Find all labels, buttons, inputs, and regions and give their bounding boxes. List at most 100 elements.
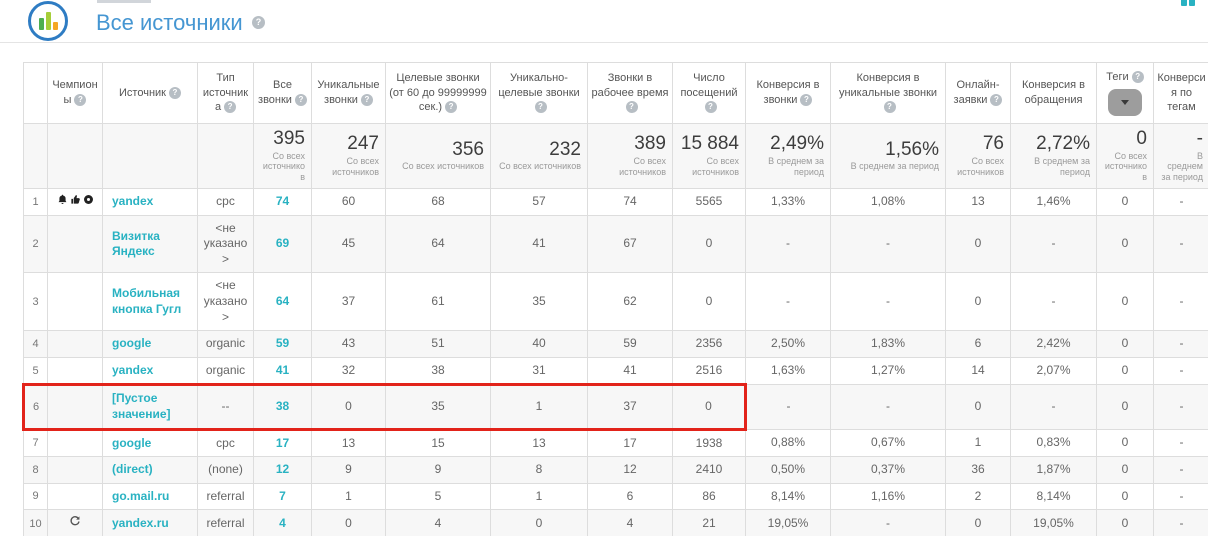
- conv-tags-value: -: [1153, 188, 1208, 216]
- col-header-target-calls[interactable]: Целевые звонки (от 60 до 99999999 сек.)?: [385, 62, 491, 124]
- all-calls-link[interactable]: 69: [253, 214, 312, 274]
- col-header-source[interactable]: Источник?: [102, 62, 198, 124]
- medal-icon: [83, 194, 94, 210]
- col-header-conv-calls[interactable]: Конверсия в звонки?: [745, 62, 831, 124]
- conv-unique-value: 1,16%: [830, 482, 946, 511]
- all-calls-link[interactable]: 7: [253, 482, 312, 511]
- all-calls-link[interactable]: 12: [253, 456, 312, 484]
- help-icon[interactable]: ?: [74, 94, 87, 107]
- help-icon[interactable]: ?: [224, 101, 237, 114]
- conv-unique-value: 1,27%: [830, 356, 946, 386]
- conv-appeals-value: -: [1010, 384, 1097, 430]
- help-icon[interactable]: ?: [1131, 71, 1144, 84]
- row-number: 6: [22, 383, 48, 431]
- source-link[interactable]: google: [102, 428, 198, 458]
- total-value: 232: [549, 138, 581, 160]
- worktime-calls-value: 74: [587, 188, 673, 216]
- conv-calls-value: 2,50%: [745, 330, 831, 358]
- help-icon[interactable]: ?: [168, 86, 181, 99]
- help-icon[interactable]: ?: [294, 94, 307, 107]
- help-icon[interactable]: ?: [883, 101, 896, 114]
- totals-row: 395 Со всех источников 247 Со всех источни…: [23, 122, 1208, 190]
- col-header-conv-unique[interactable]: Конверсия в уникальные звонки?: [830, 62, 946, 124]
- total-sublabel: Со всех источников: [1104, 150, 1147, 183]
- col-header-label: Теги: [1106, 71, 1129, 83]
- conv-unique-value: 1,83%: [830, 330, 946, 358]
- col-header-worktime-calls[interactable]: Звонки в рабочее время?: [587, 62, 673, 124]
- online-requests-value: 0: [945, 214, 1011, 274]
- champions-cell: [47, 214, 103, 274]
- tags-dropdown-button[interactable]: [1108, 88, 1142, 116]
- top-right-icon[interactable]: [1181, 0, 1196, 7]
- row-number: 10: [23, 509, 48, 536]
- source-link[interactable]: yandex: [102, 188, 198, 216]
- total-sublabel: Со всех источников: [692, 156, 739, 177]
- all-calls-link[interactable]: 74: [253, 188, 312, 216]
- all-calls-link[interactable]: 59: [253, 330, 312, 358]
- col-header-conv-tags[interactable]: Конверсия по тегам: [1153, 62, 1208, 124]
- col-header-source-type[interactable]: Тип источника?: [197, 62, 254, 124]
- source-type: cpc: [197, 428, 254, 458]
- col-header-conv-appeals[interactable]: Конверсия в обращения: [1010, 62, 1097, 124]
- total-value: 247: [347, 133, 379, 155]
- source-link[interactable]: (direct): [102, 456, 198, 484]
- col-header-visits[interactable]: Число посещений?: [672, 62, 746, 124]
- conv-unique-value: -: [830, 384, 946, 430]
- help-icon[interactable]: ?: [990, 94, 1003, 107]
- col-header-unique-calls[interactable]: Уникальные звонки?: [311, 62, 386, 124]
- all-calls-link[interactable]: 64: [253, 272, 312, 332]
- unique-calls-value: 37: [311, 272, 386, 332]
- conv-calls-value: 0,88%: [745, 428, 831, 458]
- online-requests-value: 0: [945, 384, 1011, 430]
- bar-chart-icon-bar: [45, 12, 51, 30]
- bar-chart-icon-bar: [52, 22, 58, 30]
- col-header-all-calls[interactable]: Все звонки?: [253, 62, 312, 124]
- source-link[interactable]: yandex: [102, 356, 198, 386]
- online-requests-value: 13: [945, 188, 1011, 216]
- table-row: 8 (direct) (none) 12 9 9 8 12 2410 0,50%…: [23, 456, 1208, 484]
- unique-calls-value: 9: [311, 456, 386, 484]
- col-header-champions[interactable]: Чемпионы?: [47, 62, 103, 124]
- col-header-online-requests[interactable]: Онлайн-заявки?: [945, 62, 1011, 124]
- help-icon[interactable]: ?: [252, 16, 265, 29]
- col-header-tags[interactable]: Теги?: [1096, 62, 1154, 124]
- source-link[interactable]: google: [102, 330, 198, 358]
- source-type: <не указано>: [197, 272, 254, 332]
- col-header-rownum: [23, 62, 48, 124]
- conv-unique-value: 0,67%: [830, 428, 946, 458]
- champions-cell: [47, 330, 103, 358]
- col-header-unique-target-calls[interactable]: Уникально-целевые звонки?: [490, 62, 588, 124]
- total-tags: 0 Со всех источников: [1096, 122, 1154, 190]
- total-sublabel: В среднем за период: [1034, 156, 1090, 177]
- row-number: 5: [23, 356, 48, 386]
- target-calls-value: 4: [385, 509, 491, 536]
- help-icon[interactable]: ?: [625, 101, 638, 114]
- source-link[interactable]: go.mail.ru: [102, 482, 198, 511]
- target-calls-value: 61: [385, 272, 491, 332]
- conv-tags-value: -: [1153, 356, 1208, 386]
- unique-calls-value: 0: [311, 383, 386, 431]
- row-number: 9: [23, 482, 48, 511]
- conv-calls-value: 0,50%: [745, 456, 831, 484]
- online-requests-value: 2: [945, 482, 1011, 511]
- visits-value: 0: [672, 214, 746, 274]
- source-link[interactable]: [Пустое значение]: [102, 383, 198, 431]
- all-calls-link[interactable]: 17: [253, 428, 312, 458]
- total-worktime-calls: 389 Со всех источников: [587, 122, 673, 190]
- unique-calls-value: 1: [311, 482, 386, 511]
- header-divider: [0, 42, 1208, 43]
- help-icon[interactable]: ?: [800, 94, 813, 107]
- help-icon[interactable]: ?: [445, 101, 458, 114]
- unique-calls-value: 0: [311, 509, 386, 536]
- all-calls-link[interactable]: 41: [253, 356, 312, 386]
- help-icon[interactable]: ?: [534, 101, 547, 114]
- source-link[interactable]: Визитка Яндекс: [102, 214, 198, 274]
- help-icon[interactable]: ?: [360, 94, 373, 107]
- source-type: <не указано>: [197, 214, 254, 274]
- source-link[interactable]: yandex.ru: [102, 509, 198, 536]
- help-icon[interactable]: ?: [704, 101, 717, 114]
- source-link[interactable]: Мобильная кнопка Гугл: [102, 272, 198, 332]
- table-row: 9 go.mail.ru referral 7 1 5 1 6 86 8,14%…: [23, 482, 1208, 511]
- all-calls-link[interactable]: 4: [253, 509, 312, 536]
- all-calls-link[interactable]: 38: [253, 383, 312, 431]
